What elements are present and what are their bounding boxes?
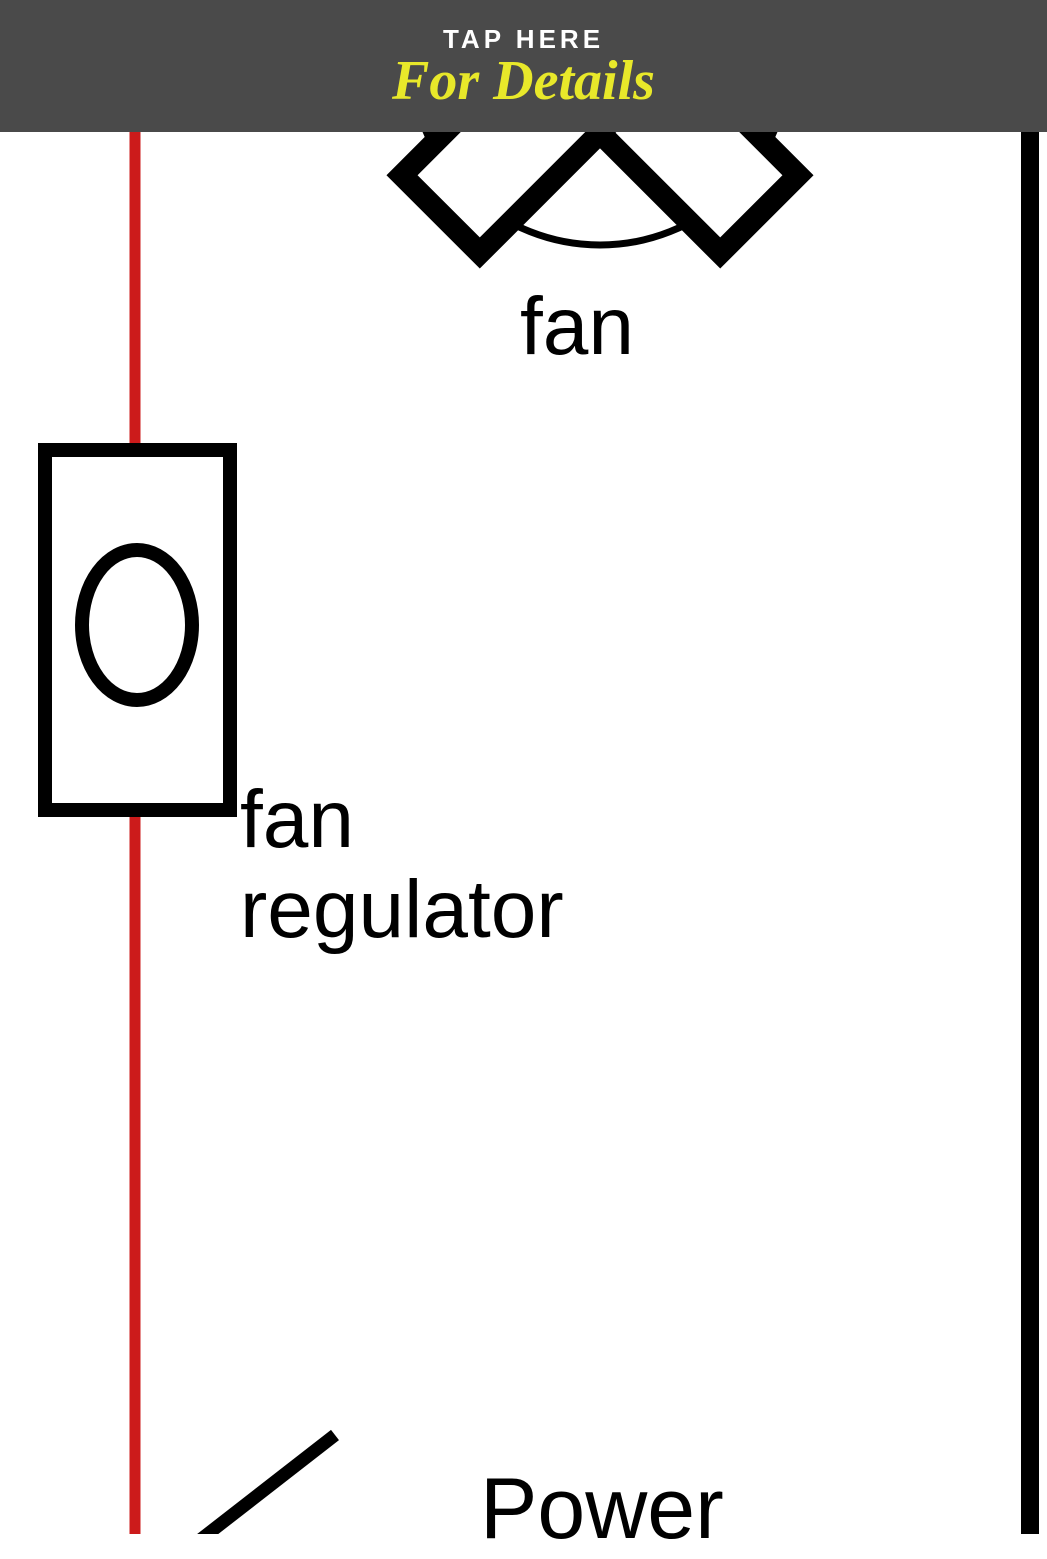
cta-banner[interactable]: TAP HERE For Details (0, 0, 1047, 132)
circuit-diagram (0, 0, 1047, 1534)
regulator-symbol (45, 450, 230, 810)
label-regulator-line-1: regulator (240, 865, 564, 955)
label-regulator: fanregulator (240, 775, 564, 955)
label-fan: fan (520, 280, 634, 374)
label-regulator-line-0: fan (240, 775, 564, 865)
switch-line (200, 1435, 335, 1534)
banner-bottom-text: For Details (392, 53, 655, 109)
label-power: Power (480, 1460, 724, 1559)
